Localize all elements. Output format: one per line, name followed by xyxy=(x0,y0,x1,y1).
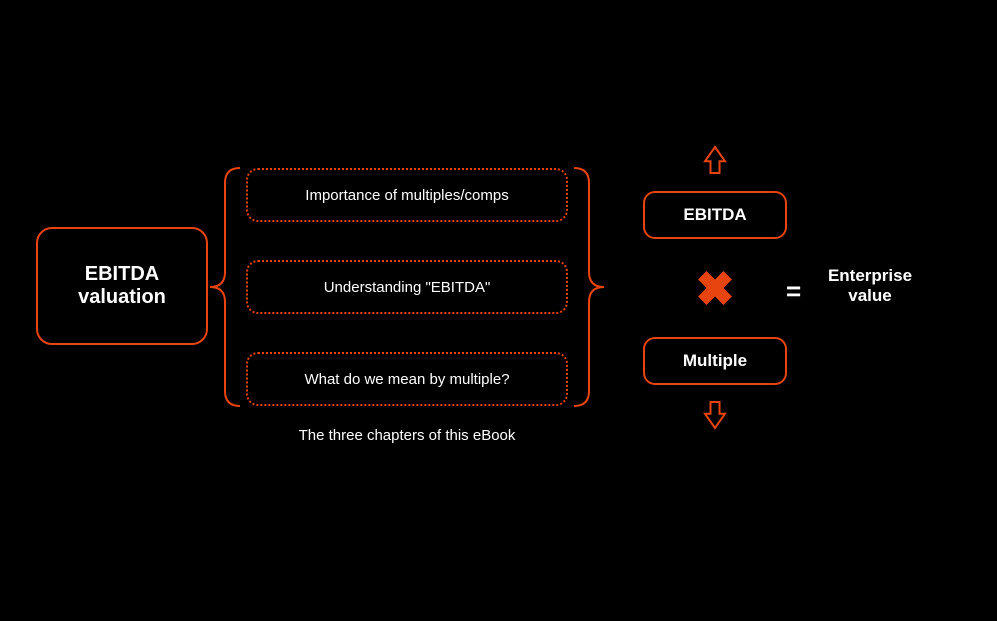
node-chapters_label: The three chapters of this eBook xyxy=(246,420,568,450)
node-mid2-label: Understanding "EBITDA" xyxy=(324,279,491,296)
brace-left xyxy=(210,168,240,406)
equals-sign-text: = xyxy=(786,276,801,306)
node-mid1: Importance of multiples/comps xyxy=(246,168,568,222)
multiply-icon xyxy=(697,270,733,306)
node-ev_label: Enterprise value xyxy=(810,256,930,316)
node-root: EBITDA valuation xyxy=(36,227,208,345)
node-chapters_label-label: The three chapters of this eBook xyxy=(299,427,516,444)
arrow-up xyxy=(705,147,725,173)
equals-sign: = xyxy=(786,276,801,307)
node-mid3-label: What do we mean by multiple? xyxy=(304,371,509,388)
node-ev_label-label: Enterprise value xyxy=(828,266,912,306)
arrow-down xyxy=(705,402,725,428)
node-multiple_box: Multiple xyxy=(643,337,787,385)
node-multiple_box-label: Multiple xyxy=(683,351,747,371)
node-ebitda_box: EBITDA xyxy=(643,191,787,239)
node-root-label: EBITDA valuation xyxy=(78,263,166,309)
node-mid2: Understanding "EBITDA" xyxy=(246,260,568,314)
node-mid1-label: Importance of multiples/comps xyxy=(305,187,508,204)
node-mid3: What do we mean by multiple? xyxy=(246,352,568,406)
node-ebitda_box-label: EBITDA xyxy=(683,205,746,225)
brace-right xyxy=(574,168,604,406)
